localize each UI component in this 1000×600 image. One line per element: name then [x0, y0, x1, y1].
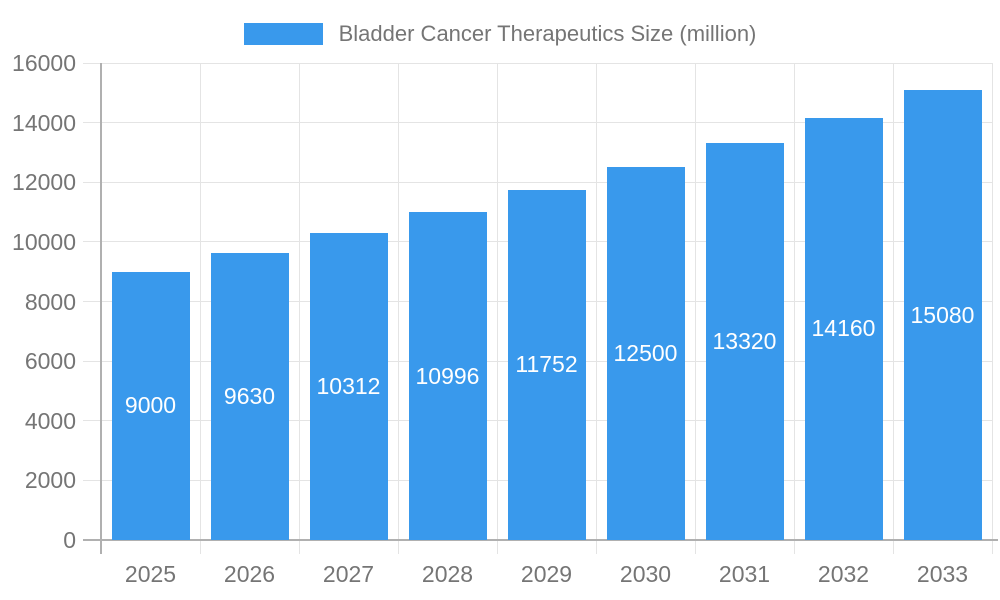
y-tick — [83, 181, 101, 183]
x-gridline — [694, 63, 696, 554]
x-axis-label: 2030 — [619, 561, 672, 587]
bar: 11752 — [507, 189, 586, 540]
legend: Bladder Cancer Therapeutics Size (millio… — [0, 21, 1000, 47]
y-axis-line — [100, 63, 102, 554]
bar: 12500 — [606, 167, 685, 540]
y-tick — [83, 122, 101, 124]
y-axis-label: 10000 — [12, 228, 76, 255]
legend-swatch — [243, 23, 323, 45]
x-axis-label: 2026 — [223, 561, 276, 587]
y-axis-label: 6000 — [24, 348, 76, 375]
bar: 10312 — [309, 232, 388, 540]
x-gridline — [397, 63, 399, 554]
y-axis-label: 4000 — [24, 407, 76, 434]
y-axis-label: 14000 — [12, 109, 76, 136]
x-axis-line — [83, 539, 998, 541]
bar-value-label: 14160 — [811, 315, 876, 342]
y-axis-label: 2000 — [24, 467, 76, 494]
bar: 14160 — [804, 117, 883, 540]
bar-value-label: 13320 — [712, 327, 777, 354]
x-axis-label: 2025 — [124, 561, 177, 587]
y-tick — [83, 479, 101, 481]
y-tick — [83, 420, 101, 422]
bar-value-label: 9630 — [223, 382, 276, 409]
x-axis-label: 2028 — [421, 561, 474, 587]
bar-value-label: 15080 — [910, 301, 975, 328]
x-gridline — [892, 63, 894, 554]
y-gridline — [101, 62, 992, 64]
y-tick — [83, 360, 101, 362]
bar: 9000 — [111, 271, 190, 540]
x-gridline — [991, 63, 993, 554]
bar-value-label: 12500 — [613, 340, 678, 367]
y-tick — [83, 241, 101, 243]
y-axis-label: 0 — [63, 527, 76, 553]
y-axis-label: 12000 — [12, 169, 76, 196]
bar-value-label: 9000 — [124, 392, 177, 419]
bar: 10996 — [408, 212, 487, 540]
bar-value-label: 10996 — [415, 362, 480, 389]
x-gridline — [298, 63, 300, 554]
y-axis-label: 8000 — [24, 288, 76, 315]
bar-value-label: 10312 — [316, 372, 381, 399]
bar: 13320 — [705, 142, 784, 540]
x-axis-label: 2027 — [322, 561, 375, 587]
x-axis-label: 2031 — [718, 561, 771, 587]
y-gridline — [101, 181, 992, 183]
x-gridline — [793, 63, 795, 554]
x-gridline — [496, 63, 498, 554]
x-axis-label: 2032 — [817, 561, 870, 587]
x-gridline — [199, 63, 201, 554]
y-tick — [83, 301, 101, 302]
y-axis-label: 16000 — [12, 50, 76, 76]
y-gridline — [101, 122, 992, 124]
x-axis-label: 2033 — [916, 561, 969, 587]
x-gridline — [595, 63, 597, 554]
x-axis-label: 2029 — [520, 561, 573, 587]
y-tick — [83, 62, 101, 64]
bar: 15080 — [903, 90, 982, 540]
bar: 9630 — [210, 252, 289, 540]
legend-label: Bladder Cancer Therapeutics Size (millio… — [338, 21, 757, 46]
bar-value-label: 11752 — [515, 351, 578, 378]
